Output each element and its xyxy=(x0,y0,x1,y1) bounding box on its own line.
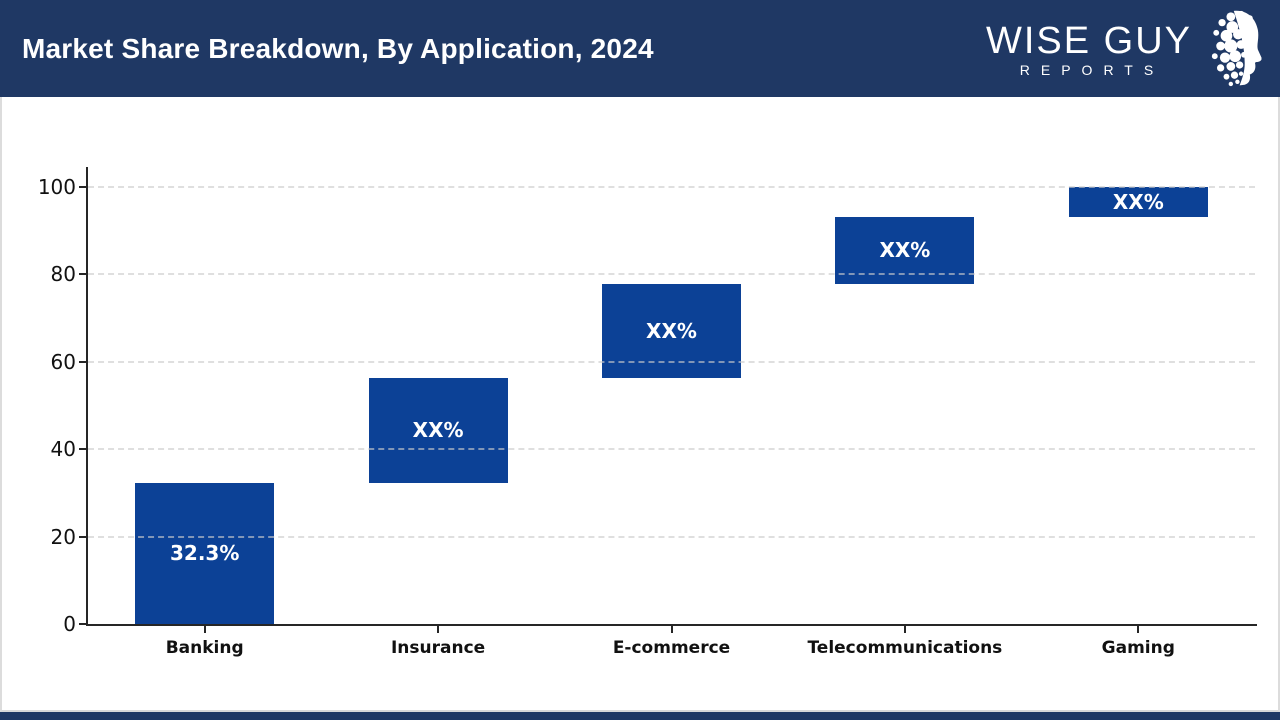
footer-accent-bar xyxy=(0,712,1280,720)
bar-value-label: 32.3% xyxy=(169,541,240,566)
gridline xyxy=(88,535,1255,538)
x-category-label: Gaming xyxy=(1101,638,1175,658)
bar-banking xyxy=(135,482,275,624)
y-tick-label: 20 xyxy=(50,524,76,549)
logo-reports-text: REPORTS xyxy=(1019,62,1165,79)
x-category-label: Banking xyxy=(165,638,244,658)
bar-telecommunications xyxy=(835,217,975,284)
logo-wise-guy-text: WISE GUY xyxy=(985,19,1192,62)
y-tick-mark xyxy=(79,360,87,363)
gridline xyxy=(88,186,1255,188)
bar-insurance xyxy=(368,377,508,483)
y-tick-label: 40 xyxy=(50,437,76,462)
header-bar: Market Share Breakdown, By Application, … xyxy=(0,0,1280,97)
x-axis-line xyxy=(86,624,1257,626)
gridline xyxy=(88,273,1255,276)
y-tick-mark xyxy=(79,273,87,276)
bar-value-label: XX% xyxy=(646,318,697,343)
bar-value-label: XX% xyxy=(412,418,464,443)
chart-title: Market Share Breakdown, By Application, … xyxy=(22,32,654,64)
y-tick-mark xyxy=(79,186,87,188)
x-tick-mark xyxy=(903,626,906,633)
bar-value-label: XX% xyxy=(1112,190,1164,215)
x-tick-mark xyxy=(1137,626,1140,633)
y-tick-mark xyxy=(79,623,87,625)
y-axis-line xyxy=(86,167,88,624)
y-tick-mark xyxy=(79,535,87,538)
bar-value-label: XX% xyxy=(879,238,931,263)
brand-logo: WISE GUY REPORTS xyxy=(986,8,1262,92)
y-tick-label: 100 xyxy=(37,175,76,199)
y-tick-mark xyxy=(79,448,87,451)
x-category-label: Telecommunications xyxy=(807,638,1003,658)
y-tick-label: 0 xyxy=(63,612,76,636)
x-tick-mark xyxy=(437,626,440,633)
y-tick-label: 60 xyxy=(50,349,76,374)
x-category-label: E-commerce xyxy=(612,638,731,658)
x-tick-mark xyxy=(203,626,206,633)
y-tick-label: 80 xyxy=(50,262,76,287)
brand-logo-text: WISE GUY REPORTS xyxy=(985,19,1192,79)
gridline xyxy=(88,448,1255,451)
x-tick-mark xyxy=(670,626,673,633)
x-category-label: Insurance xyxy=(390,638,486,658)
gridline xyxy=(88,360,1255,363)
bar-gaming xyxy=(1068,187,1208,218)
